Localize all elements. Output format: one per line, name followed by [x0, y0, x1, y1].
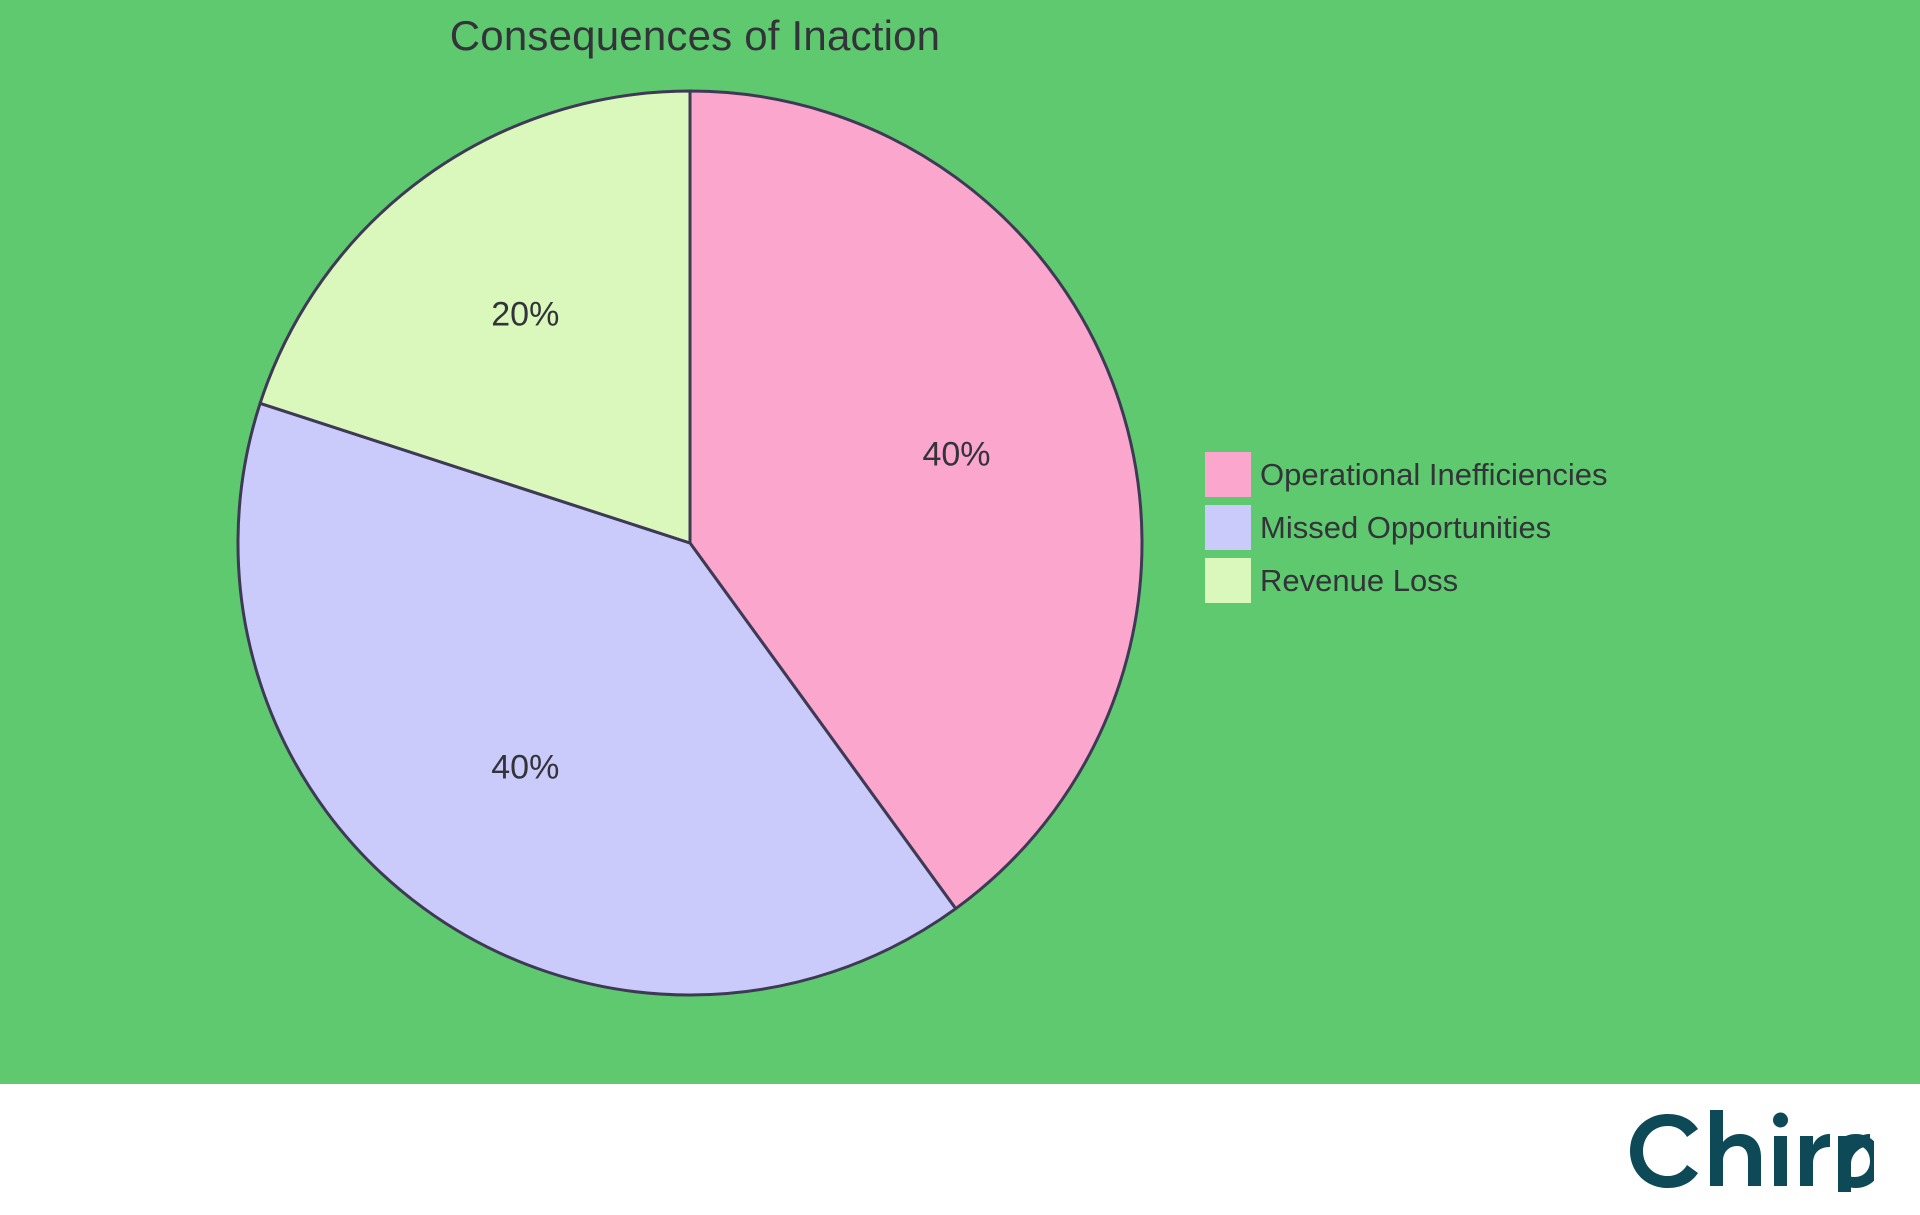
legend-color-swatch	[1205, 558, 1251, 603]
pie-slice-value-label: 40%	[491, 749, 559, 787]
legend-color-swatch	[1205, 452, 1251, 497]
chirp-wordmark-logo	[1624, 1106, 1874, 1192]
pie-chart-svg: 40% 40% 20%	[236, 89, 1144, 997]
legend-item[interactable]: Revenue Loss	[1205, 558, 1608, 603]
legend-color-swatch	[1205, 505, 1251, 550]
legend-item-label: Revenue Loss	[1260, 563, 1459, 598]
pie-slice-value-label: 20%	[491, 295, 559, 333]
legend-item[interactable]: Operational Inefficiencies	[1205, 452, 1608, 497]
chart-title: Consequences of Inaction	[449, 12, 941, 59]
slide-footer	[0, 1084, 1920, 1215]
pie-slice-label-group: 40% 40% 20%	[491, 295, 990, 786]
pie-slice-value-label: 40%	[922, 435, 990, 473]
legend-item-label: Operational Inefficiencies	[1260, 457, 1608, 492]
pie-slice[interactable]	[688, 89, 1144, 911]
legend-item[interactable]: Missed Opportunities	[1205, 505, 1608, 550]
pie-slice[interactable]	[236, 401, 958, 997]
legend-item-label: Missed Opportunities	[1260, 510, 1552, 545]
chart-panel: Consequences of Inaction 40% 40% 20% Opera…	[0, 0, 1920, 1084]
chart-legend: Operational Inefficiencies Missed Opportu…	[1205, 452, 1608, 603]
pie-chart: 40% 40% 20%	[232, 85, 1148, 1001]
pie-slice-group	[236, 89, 1144, 997]
pie-slice[interactable]	[258, 89, 692, 545]
